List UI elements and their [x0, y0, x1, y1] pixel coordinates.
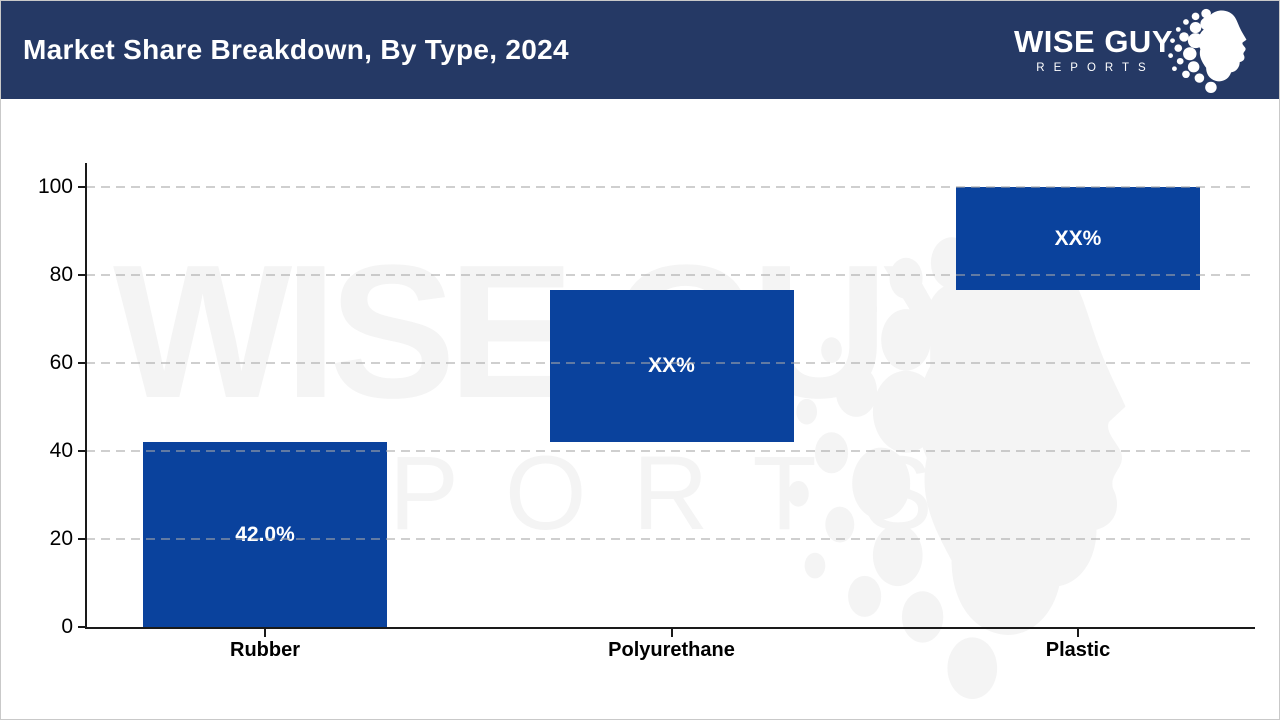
bar-value-label: 42.0% — [235, 522, 295, 546]
bar-rubber — [143, 442, 387, 627]
x-axis-line — [85, 627, 1255, 629]
y-tick-label: 100 — [37, 175, 73, 198]
y-tick-mark — [78, 274, 85, 276]
y-tick-label: 40 — [49, 439, 73, 462]
gridline — [86, 362, 1254, 364]
x-tick-label: Plastic — [1045, 639, 1111, 661]
y-tick-mark — [78, 538, 85, 540]
y-tick-label: 80 — [49, 263, 73, 286]
bar-value-label: XX% — [648, 354, 695, 378]
gridline — [86, 274, 1254, 276]
y-tick-mark — [78, 362, 85, 364]
y-tick-mark — [78, 186, 85, 188]
logo-name: WISE GUY — [1013, 24, 1173, 59]
x-tick-mark — [670, 629, 673, 637]
bar-polyurethane — [549, 290, 794, 443]
y-axis-line — [85, 163, 87, 629]
y-tick-label: 60 — [49, 351, 73, 374]
y-tick-label: 20 — [49, 527, 73, 550]
x-tick-label: Polyurethane — [608, 639, 735, 661]
x-tick-mark — [264, 629, 266, 637]
gridline — [86, 186, 1254, 188]
bar-plastic — [956, 187, 1200, 291]
y-tick-mark — [78, 626, 85, 628]
gridline — [86, 538, 1254, 540]
y-tick-label: 0 — [61, 615, 73, 638]
header-bar: Market Share Breakdown, By Type, 2024 WI… — [1, 1, 1279, 99]
y-tick-mark — [78, 450, 85, 452]
wiseguy-logo: WISE GUY REPORTS — [1014, 7, 1257, 93]
chart-title: Market Share Breakdown, By Type, 2024 — [23, 34, 569, 65]
x-tick-mark — [1077, 629, 1079, 637]
chart-area: WISE GUY REPORTS 0 20 40 60 80 100 42.0% Rubber… — [1, 99, 1279, 719]
wiseguy-head-icon — [1168, 8, 1247, 93]
x-tick-label: Rubber — [230, 639, 300, 661]
gridline — [86, 450, 1254, 452]
wiseguy-logo-text: WISE GUY REPORTS — [1014, 26, 1173, 74]
plot-region: 0 20 40 60 80 100 42.0% Rubber XX% Polyurethane XX… — [1, 99, 1279, 719]
logo-tagline: REPORTS — [1036, 62, 1155, 74]
bar-value-label: XX% — [1054, 226, 1102, 250]
